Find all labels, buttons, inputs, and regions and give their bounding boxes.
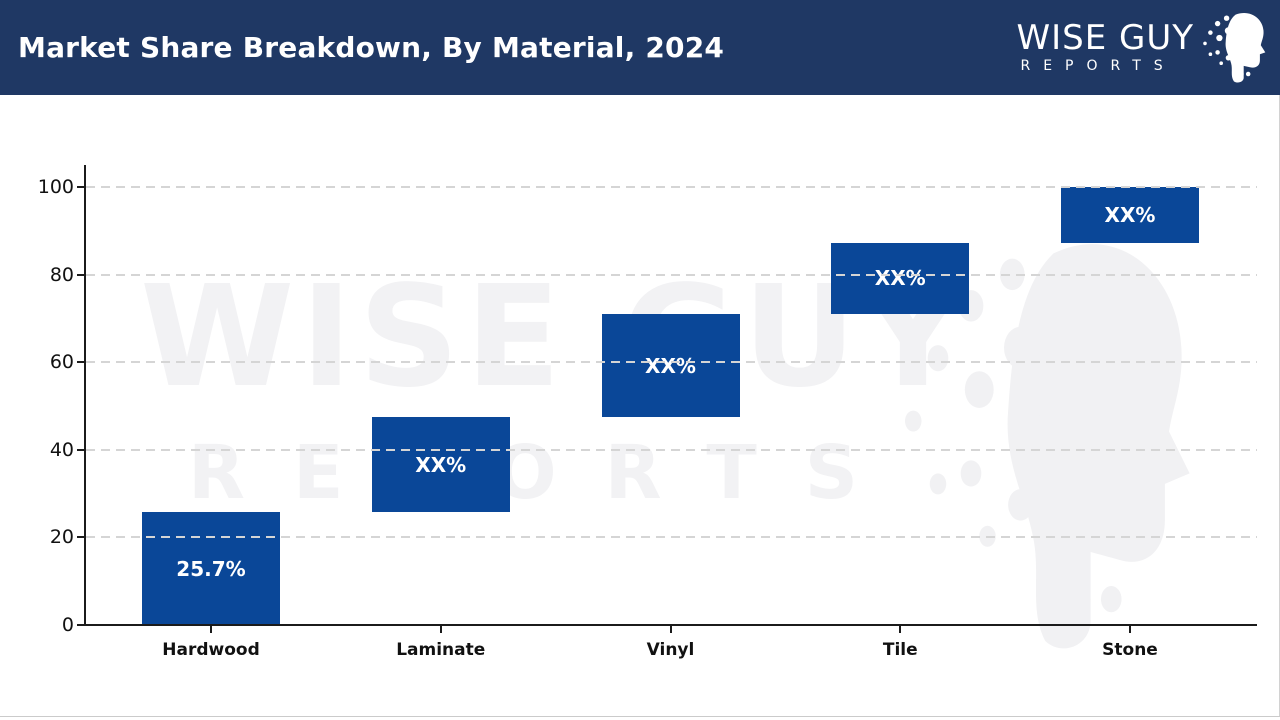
bar-laminate: XX% bbox=[371, 417, 510, 513]
gridline-40 bbox=[86, 448, 1257, 451]
y-tick-0 bbox=[77, 624, 85, 626]
x-category-label-laminate: Laminate bbox=[396, 640, 486, 660]
x-category-label-tile: Tile bbox=[882, 640, 918, 660]
y-tick-label-80: 80 bbox=[49, 263, 74, 286]
bar-value-label-vinyl: XX% bbox=[645, 353, 696, 378]
bar-value-label-laminate: XX% bbox=[415, 452, 467, 477]
y-tick-label-0: 0 bbox=[61, 614, 74, 636]
x-category-label-hardwood: Hardwood bbox=[162, 640, 260, 660]
y-tick-label-20: 20 bbox=[49, 526, 74, 549]
x-tick-stone bbox=[1129, 626, 1131, 633]
bar-hardwood: 25.7% bbox=[142, 512, 280, 625]
y-tick-40 bbox=[77, 448, 85, 451]
y-tick-80 bbox=[77, 273, 85, 276]
brand-logo-text: WISE GUY REPORTS bbox=[1016, 17, 1194, 75]
x-category-label-vinyl: Vinyl bbox=[646, 640, 695, 660]
bottom-border-line bbox=[0, 716, 1280, 717]
bar-value-label-hardwood: 25.7% bbox=[176, 556, 246, 581]
bar-vinyl: XX% bbox=[601, 314, 740, 418]
bar-stone: XX% bbox=[1061, 186, 1199, 243]
watermark-head-icon bbox=[905, 244, 1190, 649]
y-axis-line bbox=[84, 165, 86, 626]
gridline-100 bbox=[86, 185, 1257, 188]
gridline-20 bbox=[86, 536, 1257, 539]
x-tick-hardwood bbox=[210, 626, 212, 633]
page-title: Market Share Breakdown, By Material, 202… bbox=[18, 31, 725, 64]
gridline-80 bbox=[86, 273, 1257, 276]
gridline-60 bbox=[86, 361, 1257, 364]
x-axis-line bbox=[84, 624, 1257, 626]
watermark-text-wise-guy: WISE GUY bbox=[140, 256, 970, 419]
bar-tile: XX% bbox=[831, 242, 970, 315]
brand-name: WISE GUY bbox=[1016, 17, 1194, 58]
x-tick-tile bbox=[899, 626, 902, 633]
y-tick-label-40: 40 bbox=[49, 438, 74, 461]
header-bar: Market Share Breakdown, By Material, 202… bbox=[0, 0, 1280, 95]
brand-head-icon bbox=[1203, 13, 1266, 83]
x-category-label-stone: Stone bbox=[1102, 640, 1158, 660]
bar-value-label-tile: XX% bbox=[874, 266, 926, 291]
y-tick-100 bbox=[77, 185, 85, 188]
y-tick-label-60: 60 bbox=[49, 351, 74, 374]
y-tick-60 bbox=[77, 361, 85, 364]
brand-subname: REPORTS bbox=[1020, 58, 1176, 75]
x-tick-vinyl bbox=[669, 626, 672, 633]
y-tick-20 bbox=[77, 536, 85, 539]
watermark-text-reports: REPORTS bbox=[188, 430, 907, 516]
y-tick-label-100: 100 bbox=[37, 175, 74, 198]
bar-value-label-stone: XX% bbox=[1104, 202, 1156, 227]
x-tick-laminate bbox=[439, 626, 442, 633]
brand-logo: WISE GUY REPORTS bbox=[1016, 7, 1268, 87]
